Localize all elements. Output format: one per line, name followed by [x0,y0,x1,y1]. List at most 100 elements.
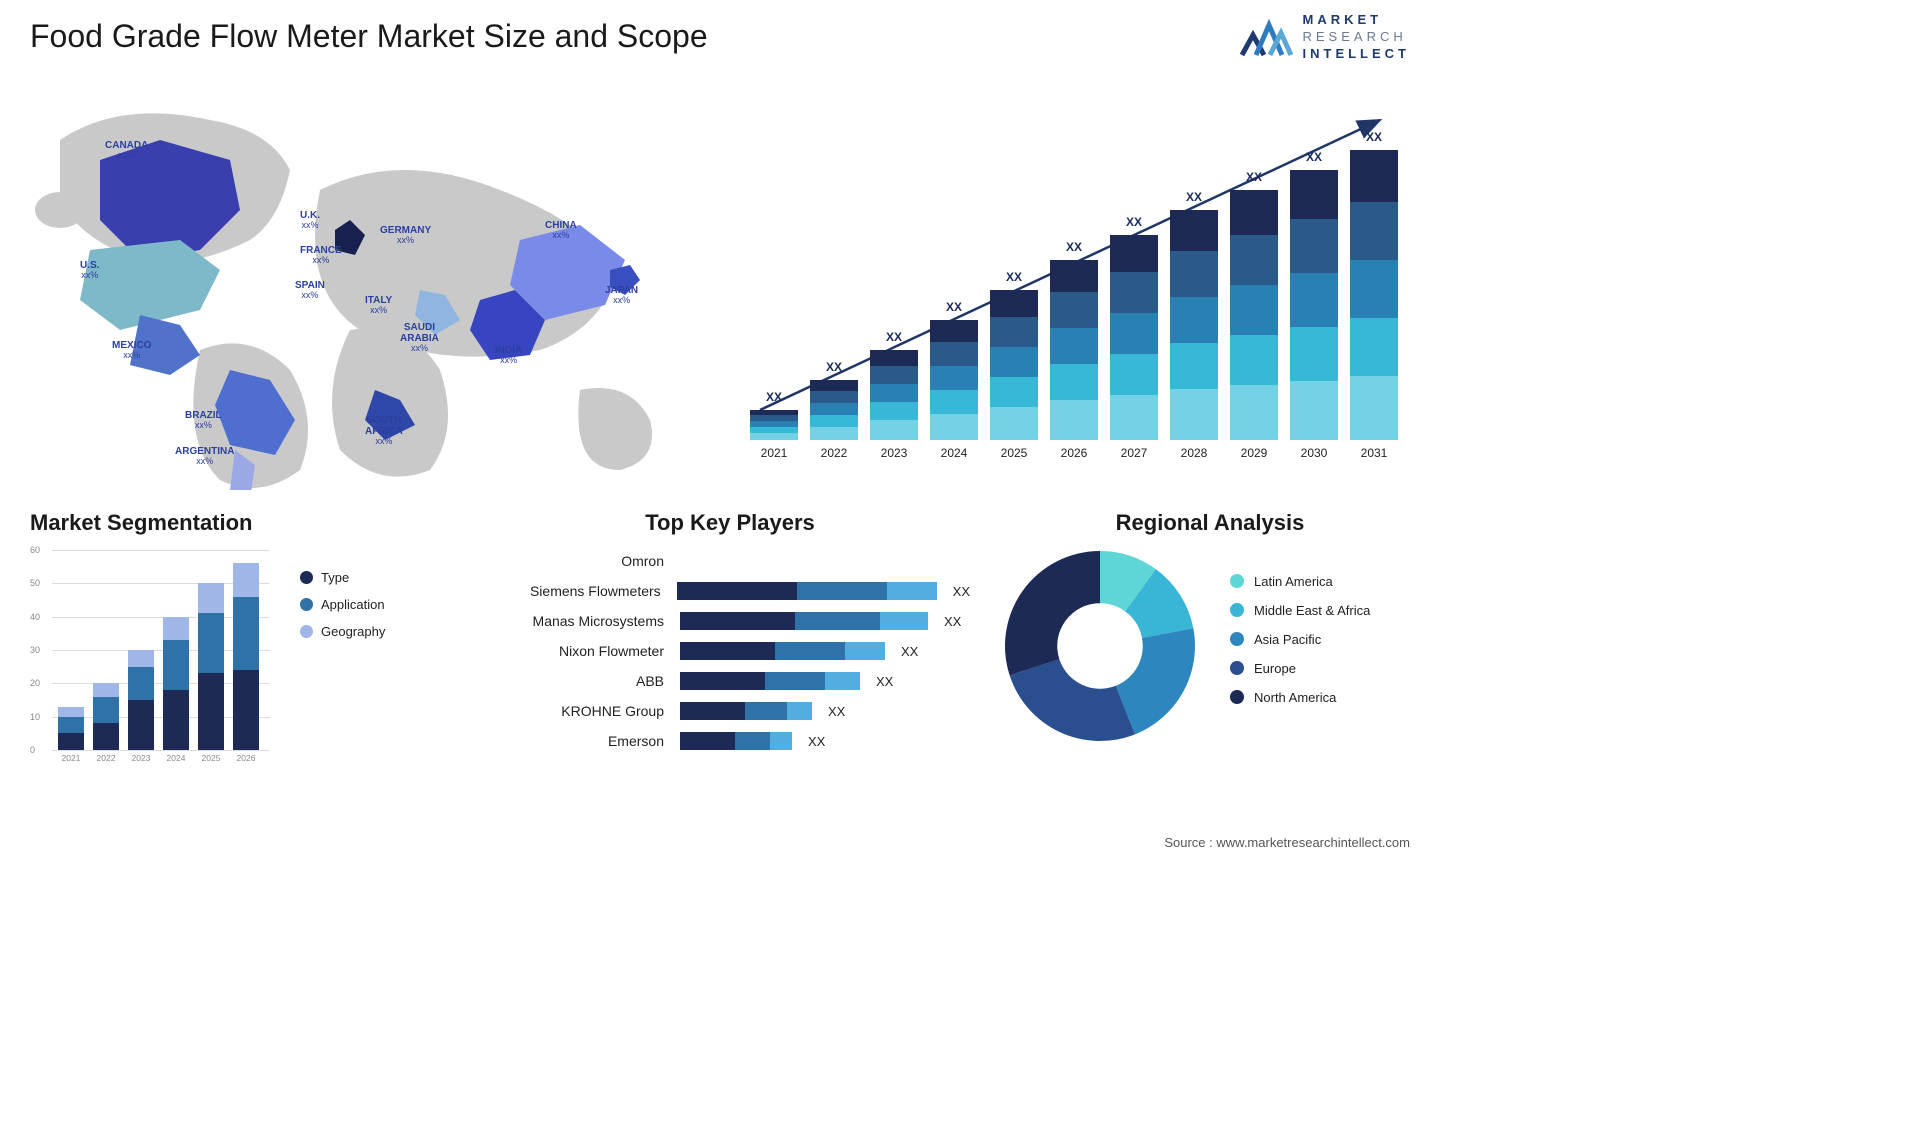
bar-value-label: XX [1050,240,1098,254]
source-text: Source : www.marketresearchintellect.com [1164,835,1410,850]
player-bar-segment [825,672,860,690]
bar-year-label: 2028 [1170,446,1218,460]
player-bar-segment [745,702,787,720]
logo-line1: MARKET [1303,12,1411,29]
legend-dot [300,625,313,638]
player-row: Manas Microsystems XX [490,606,970,636]
player-bar-segment [880,612,928,630]
bar-segment [1350,260,1398,318]
bar-year-label: 2030 [1290,446,1338,460]
bar-segment [1290,219,1338,273]
player-value: XX [876,674,893,689]
legend-item: Middle East & Africa [1230,603,1370,618]
player-bar [680,612,928,630]
regional-title: Regional Analysis [1000,510,1420,536]
map-label: CHINAxx% [545,220,577,241]
page-title: Food Grade Flow Meter Market Size and Sc… [30,18,708,55]
player-bar [680,672,860,690]
player-row: Omron [490,546,970,576]
legend-label: Latin America [1254,574,1333,589]
legend-dot [1230,632,1244,646]
player-name: Nixon Flowmeter [490,643,670,659]
seg-year-label: 2026 [233,753,259,763]
seg-bar-segment [128,667,154,700]
player-bar-segment [795,612,880,630]
bar-year-label: 2023 [870,446,918,460]
world-map: CANADAxx%U.S.xx%MEXICOxx%BRAZILxx%ARGENT… [20,90,700,490]
bar-year-label: 2022 [810,446,858,460]
seg-bar-segment [198,583,224,613]
bar-segment [1170,210,1218,251]
forecast-bar: XX2028 [1170,210,1218,440]
player-name: Emerson [490,733,670,749]
forecast-bar: XX2027 [1110,235,1158,440]
seg-bar-segment [233,670,259,750]
forecast-bar: XX2030 [1290,170,1338,440]
legend-label: North America [1254,690,1336,705]
y-axis-label: 0 [30,745,35,755]
player-bar-segment [765,672,825,690]
seg-bar-segment [128,700,154,750]
player-bar-segment [680,732,735,750]
bar-value-label: XX [930,300,978,314]
forecast-bar: XX2021 [750,410,798,440]
player-row: Emerson XX [490,726,970,756]
map-label: SPAINxx% [295,280,325,301]
player-bar-segment [887,582,937,600]
segmentation-title: Market Segmentation [30,510,450,536]
seg-bar-segment [93,723,119,750]
bar-segment [1350,150,1398,202]
legend-label: Middle East & Africa [1254,603,1370,618]
map-label: U.K.xx% [300,210,320,231]
legend-label: Europe [1254,661,1296,676]
player-name: Siemens Flowmeters [490,583,667,599]
player-value: XX [953,584,970,599]
bar-segment [1350,202,1398,260]
player-bar-segment [775,642,845,660]
seg-bar-segment [58,733,84,750]
forecast-bar-chart: XX2021XX2022XX2023XX2024XX2025XX2026XX20… [740,90,1410,470]
bar-segment [1050,292,1098,328]
donut-slice [1010,659,1135,741]
player-bar-segment [797,582,887,600]
player-row: ABB XX [490,666,970,696]
player-value: XX [828,704,845,719]
legend-dot [1230,661,1244,675]
y-axis-label: 60 [30,545,40,555]
bar-value-label: XX [750,390,798,404]
logo-icon [1239,15,1293,59]
seg-bar-segment [58,707,84,717]
legend-item: Asia Pacific [1230,632,1370,647]
bar-segment [750,433,798,440]
player-bar-segment [680,672,765,690]
bar-segment [1230,285,1278,335]
map-label: JAPANxx% [605,285,638,306]
bar-segment [870,384,918,402]
y-axis-label: 20 [30,678,40,688]
player-bar-segment [845,642,885,660]
seg-year-label: 2025 [198,753,224,763]
y-axis-label: 50 [30,578,40,588]
bar-segment [1290,381,1338,440]
map-label: GERMANYxx% [380,225,431,246]
player-bar-segment [680,612,795,630]
seg-bar: 2025 [198,583,224,750]
legend-item: Application [300,597,385,612]
map-label: ITALYxx% [365,295,392,316]
map-label: SAUDIARABIAxx% [400,322,439,354]
bar-segment [990,317,1038,347]
seg-year-label: 2021 [58,753,84,763]
seg-bar-segment [93,697,119,724]
y-axis-label: 30 [30,645,40,655]
seg-bar: 2024 [163,617,189,750]
bar-segment [930,366,978,390]
legend-label: Type [321,570,349,585]
bar-segment [1290,170,1338,219]
bar-segment [810,403,858,415]
legend-label: Application [321,597,385,612]
y-axis-label: 10 [30,712,40,722]
player-value: XX [901,644,918,659]
legend-label: Geography [321,624,385,639]
bar-segment [1050,400,1098,440]
bar-segment [1350,318,1398,376]
